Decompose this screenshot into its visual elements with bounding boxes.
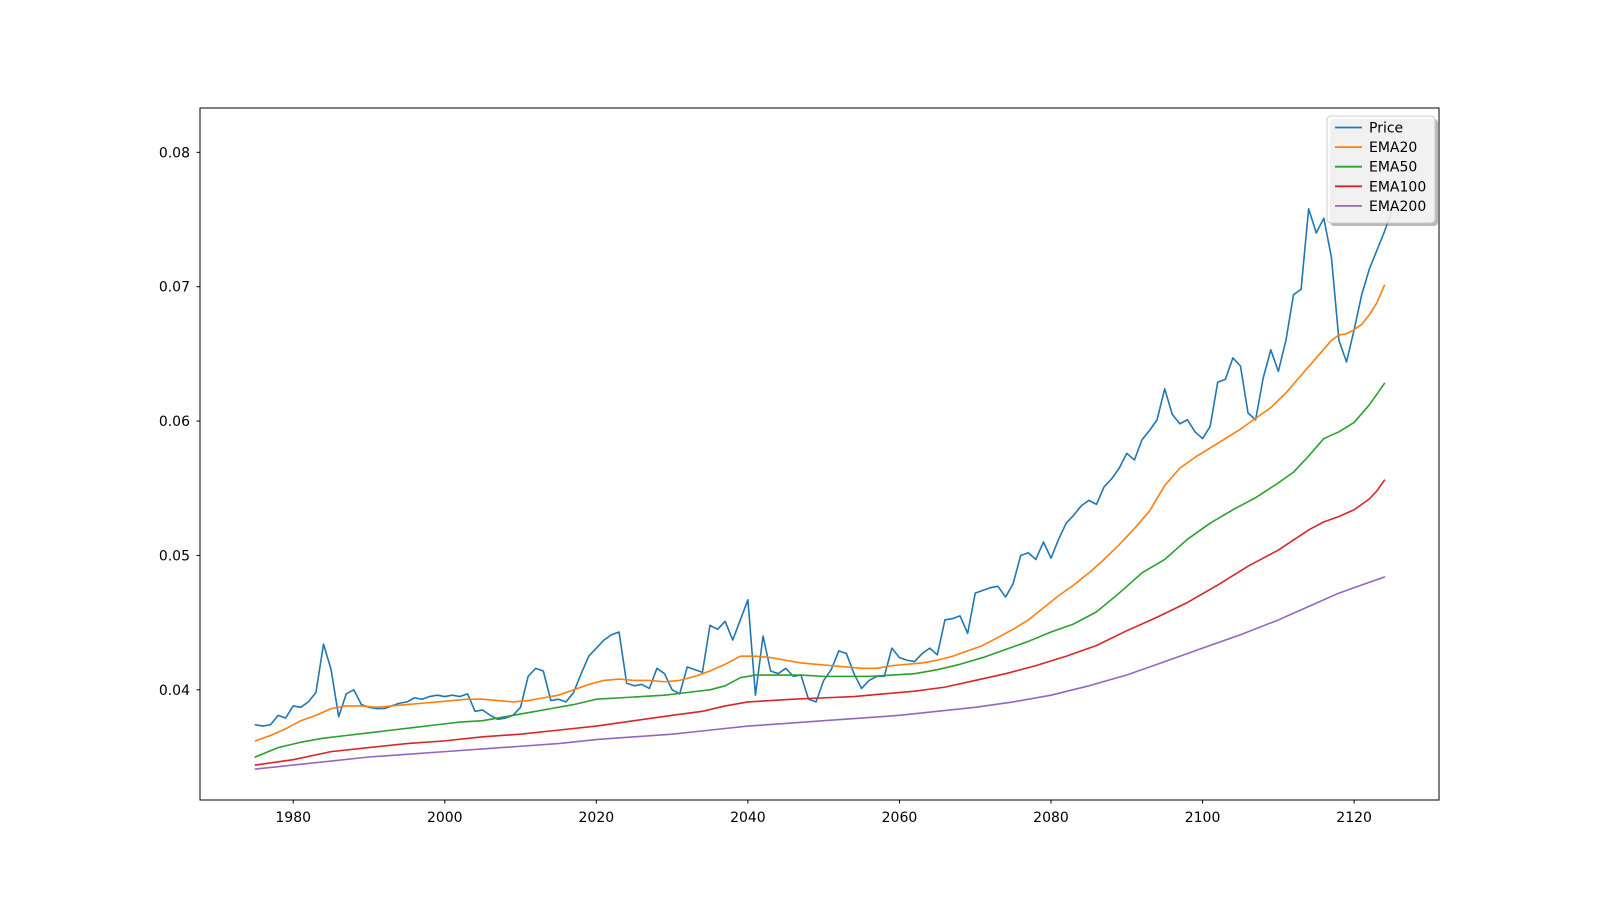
y-tick-label: 0.06 [159,414,190,430]
legend: Price EMA20 EMA50 EMA100 EMA200 [1326,115,1438,226]
ema200-line [254,576,1386,770]
legend-label-ema20: EMA20 [1369,140,1417,156]
x-tick-label: 1980 [275,810,311,826]
x-tick-label: 2060 [882,810,918,826]
y-tick-label: 0.04 [159,683,190,699]
x-tick-label: 2080 [1033,810,1069,826]
y-tick-label: 0.07 [159,280,190,296]
plot-border [199,107,1440,801]
ema50-line [254,382,1386,758]
legend-label-price: Price [1369,121,1403,137]
legend-label-ema50: EMA50 [1369,160,1417,176]
price-line [254,207,1393,727]
x-tick-label: 2100 [1185,810,1221,826]
x-tick-label: 2020 [579,810,615,826]
x-tick-label: 2000 [427,810,463,826]
legend-box [1326,115,1436,224]
legend-label-ema100: EMA100 [1369,179,1426,195]
legend-label-ema200: EMA200 [1369,199,1426,215]
x-axis: 1980 2000 2020 2040 2060 2080 2100 2120 [275,800,1372,826]
y-axis: 0.04 0.05 0.06 0.07 0.08 [159,145,200,699]
ema100-line [254,479,1386,766]
series-group [254,207,1393,770]
x-tick-label: 2120 [1336,810,1372,826]
ema20-line [254,284,1386,742]
y-tick-label: 0.05 [159,548,190,564]
x-tick-label: 2040 [730,810,766,826]
y-tick-label: 0.08 [159,145,190,161]
